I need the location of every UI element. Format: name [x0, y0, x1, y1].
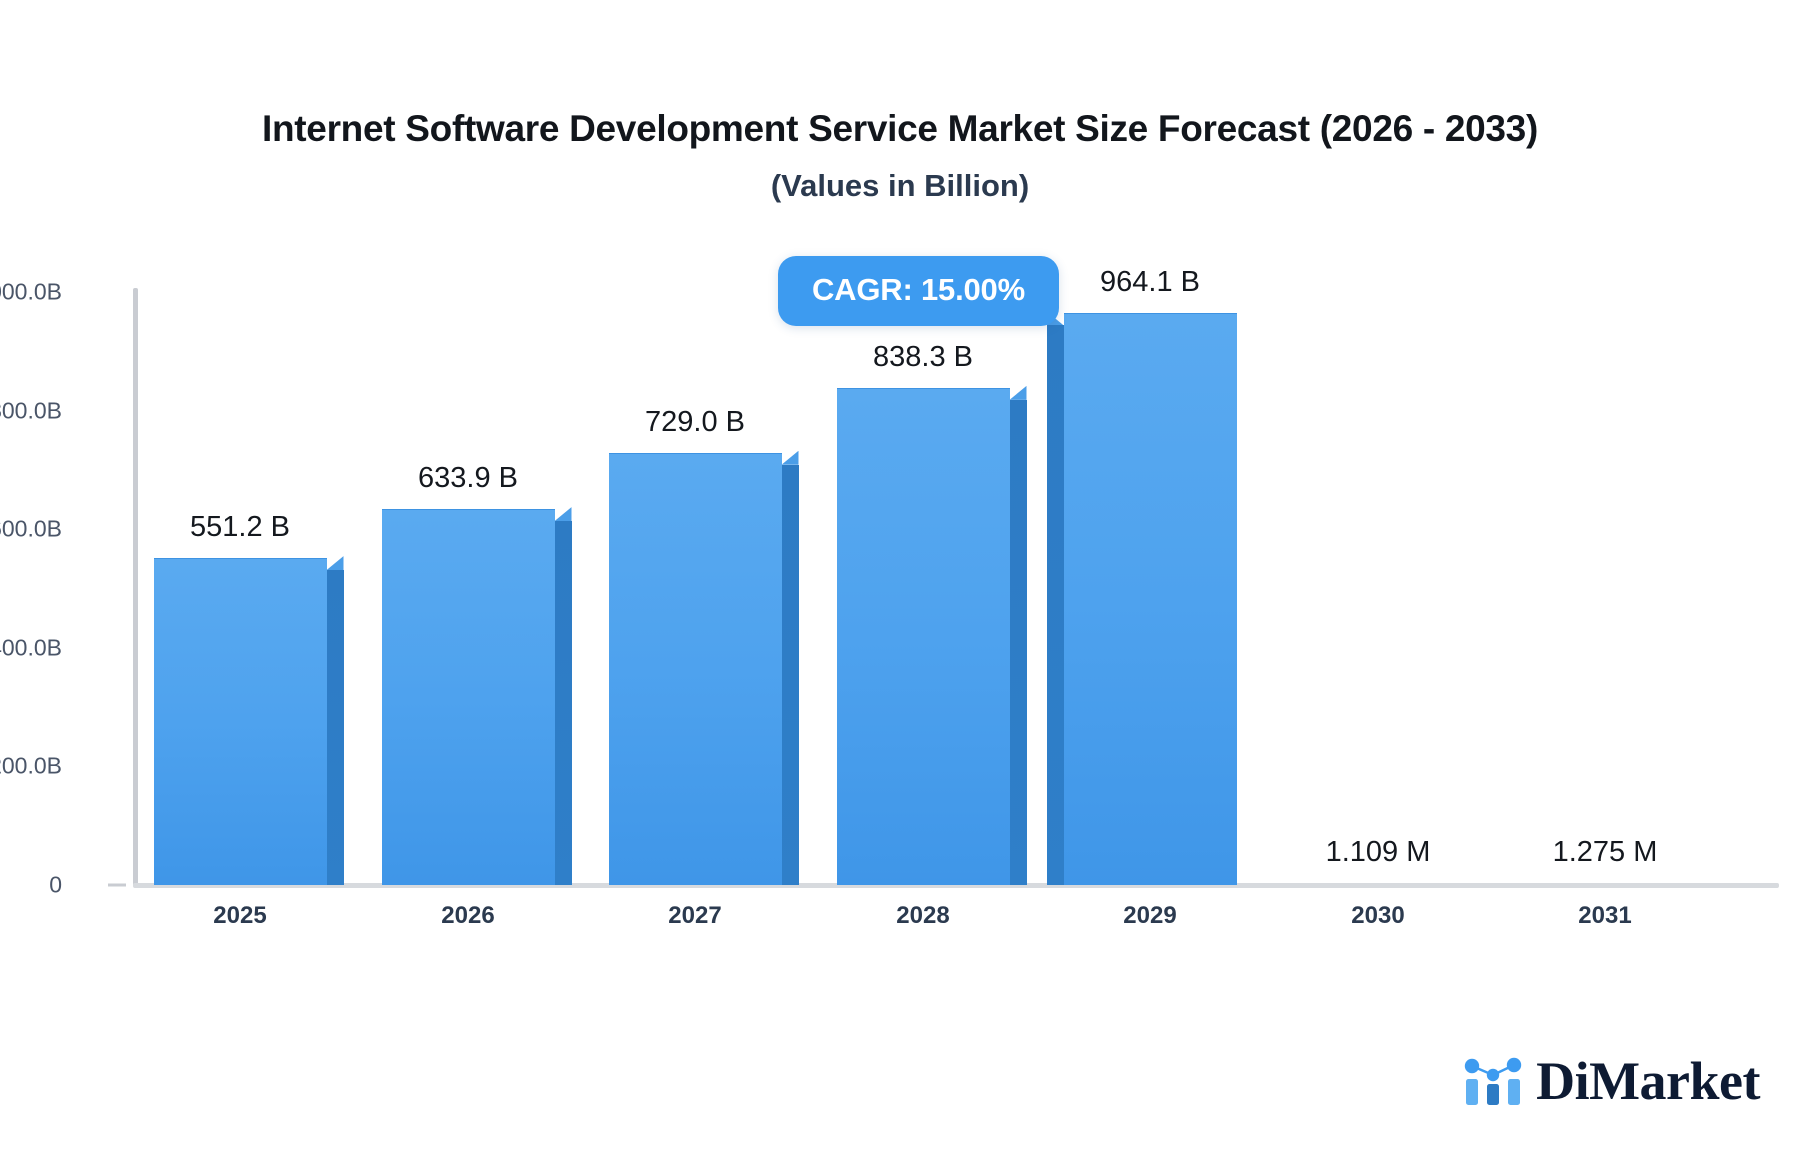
bar-value-label: 838.3 B	[873, 340, 973, 373]
bar-value-label: 551.2 B	[190, 511, 290, 544]
bar-value-label: 633.9 B	[418, 462, 518, 495]
bar-front-face	[381, 509, 555, 885]
y-axis-tick-label: 200.0B	[0, 752, 62, 779]
bar-side-face	[326, 570, 344, 885]
bar-value-label: 1.109 M	[1325, 836, 1431, 868]
bar-top-bevel	[1009, 385, 1027, 400]
cagr-badge: CAGR: 15.00%	[778, 256, 1059, 326]
chart-subtitle: (Values in Billion)	[770, 168, 1030, 203]
y-axis-tick-label: 600.0B	[0, 515, 62, 542]
y-axis-line	[133, 288, 138, 886]
bar-side-face	[1046, 325, 1064, 885]
bar-value-label: 964.1 B	[1100, 266, 1200, 299]
bar-front-face	[1063, 313, 1237, 885]
brand-logo: DiMarket	[1464, 1054, 1760, 1108]
y-axis-tick-label: 1000.0B	[0, 278, 62, 305]
bar-top-bevel	[554, 507, 572, 522]
bar-top-bevel	[781, 450, 799, 465]
bar-front-face	[608, 452, 782, 885]
x-axis-tick-label: 2027	[668, 902, 722, 929]
bar-2028[interactable]: 838.3 B	[836, 341, 1027, 885]
x-axis-line	[133, 883, 1779, 888]
bar-side-face	[554, 521, 572, 885]
bar-top-bevel	[326, 556, 344, 571]
x-axis-tick-label: 2028	[896, 902, 950, 929]
x-axis-tick-label: 2031	[1578, 902, 1632, 929]
logo-wordmark: DiMarket	[1536, 1051, 1760, 1111]
x-axis-tick-label: 2030	[1351, 902, 1405, 929]
bar-2027[interactable]: 729.0 B	[608, 406, 799, 885]
bar-2030[interactable]: 1.109 M	[1292, 836, 1465, 885]
x-axis-tick-label: 2026	[441, 902, 495, 929]
y-axis-tick-label: 400.0B	[0, 634, 62, 661]
bar-chart-dots-icon	[1464, 1057, 1522, 1105]
page-title: Internet Software Development Service Ma…	[262, 108, 1538, 149]
y-axis-tick-label: 0	[49, 871, 62, 898]
bar-2025[interactable]: 551.2 B	[153, 511, 344, 885]
bar-front-face	[153, 558, 327, 885]
bar-side-face	[1009, 399, 1027, 885]
bar-2031[interactable]: 1.275 M	[1519, 836, 1692, 885]
x-axis-tick-label: 2029	[1123, 902, 1177, 929]
bar-2029[interactable]: 964.1 B	[1046, 266, 1237, 885]
x-axis-tick-label: 2025	[213, 902, 267, 929]
bar-2026[interactable]: 633.9 B	[381, 462, 572, 885]
y-axis-tick-label: 800.0B	[0, 397, 62, 424]
bar-value-label: 1.275 M	[1552, 836, 1658, 868]
y-axis-zero-tick	[108, 883, 126, 887]
bar-front-face	[836, 387, 1010, 885]
bar-value-label: 729.0 B	[645, 405, 745, 438]
bar-side-face	[781, 464, 799, 885]
